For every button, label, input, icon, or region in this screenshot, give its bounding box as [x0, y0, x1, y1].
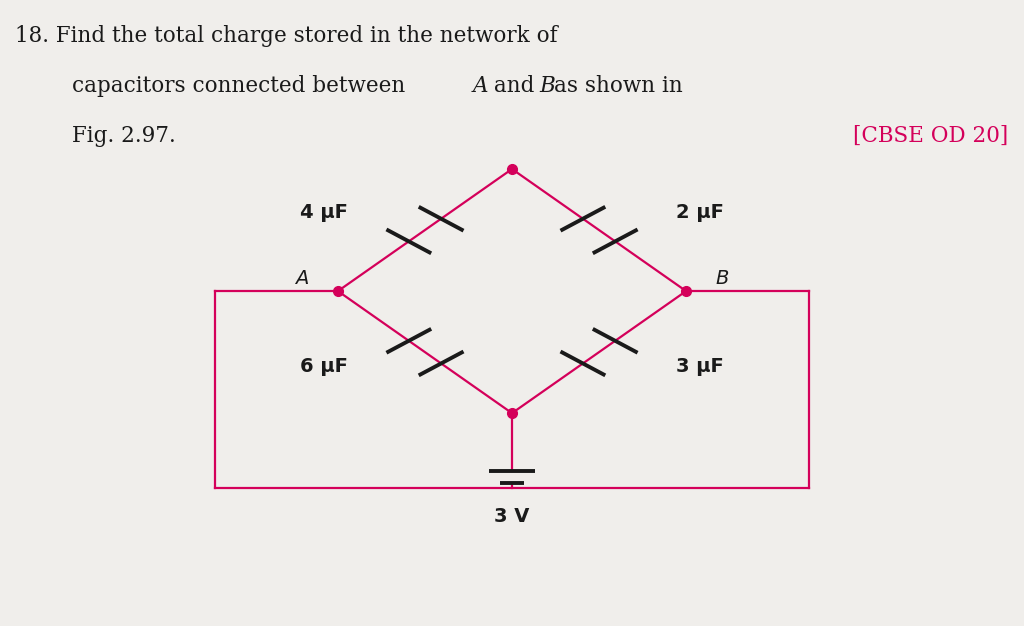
Text: 18. Find the total charge stored in the network of: 18. Find the total charge stored in the …: [15, 25, 558, 47]
Text: 6 μF: 6 μF: [300, 357, 348, 376]
Text: 3 V: 3 V: [495, 507, 529, 526]
Text: and: and: [487, 75, 542, 97]
Text: B: B: [715, 269, 729, 288]
Text: as shown in: as shown in: [554, 75, 683, 97]
Text: A: A: [295, 269, 309, 288]
Text: Fig. 2.97.: Fig. 2.97.: [72, 125, 175, 147]
Text: 2 μF: 2 μF: [676, 203, 724, 222]
Text: 3 μF: 3 μF: [676, 357, 724, 376]
Text: 4 μF: 4 μF: [300, 203, 348, 222]
Text: capacitors connected between: capacitors connected between: [72, 75, 412, 97]
Text: B: B: [540, 75, 555, 97]
Text: [CBSE OD 20]: [CBSE OD 20]: [853, 125, 1009, 147]
Text: A: A: [473, 75, 488, 97]
